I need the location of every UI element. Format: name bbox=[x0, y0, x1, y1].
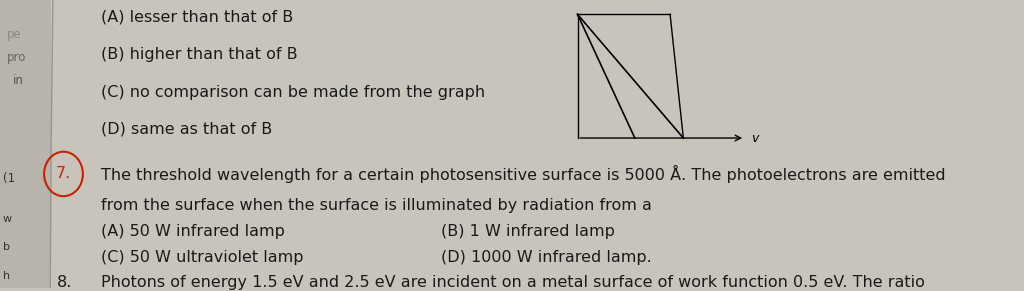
Text: (B) higher than that of B: (B) higher than that of B bbox=[101, 47, 298, 62]
Text: (D) 1000 W infrared lamp.: (D) 1000 W infrared lamp. bbox=[441, 250, 651, 265]
Text: (A) lesser than that of B: (A) lesser than that of B bbox=[101, 10, 294, 25]
Text: (1: (1 bbox=[3, 172, 14, 185]
Text: b: b bbox=[3, 242, 9, 252]
Text: (C) no comparison can be made from the graph: (C) no comparison can be made from the g… bbox=[101, 84, 485, 100]
Text: in: in bbox=[13, 74, 25, 87]
Text: 8.: 8. bbox=[56, 275, 72, 290]
Bar bbox=[0, 0, 51, 288]
Text: (D) same as that of B: (D) same as that of B bbox=[101, 122, 272, 137]
Text: 7.: 7. bbox=[56, 166, 71, 182]
Text: (B) 1 W infrared lamp: (B) 1 W infrared lamp bbox=[441, 224, 614, 239]
Text: The threshold wavelength for a certain photosensitive surface is 5000 Å. The pho: The threshold wavelength for a certain p… bbox=[101, 165, 946, 183]
Text: w: w bbox=[3, 214, 11, 223]
Text: from the surface when the surface is illuminated by radiation from a: from the surface when the surface is ill… bbox=[101, 198, 652, 213]
Text: h: h bbox=[3, 271, 10, 281]
Text: v: v bbox=[752, 132, 759, 145]
Text: Photons of energy 1.5 eV and 2.5 eV are incident on a metal surface of work func: Photons of energy 1.5 eV and 2.5 eV are … bbox=[101, 275, 926, 290]
Text: pe: pe bbox=[7, 28, 22, 41]
Text: (A) 50 W infrared lamp: (A) 50 W infrared lamp bbox=[101, 224, 286, 239]
Text: pro: pro bbox=[7, 51, 27, 64]
Text: (C) 50 W ultraviolet lamp: (C) 50 W ultraviolet lamp bbox=[101, 250, 304, 265]
